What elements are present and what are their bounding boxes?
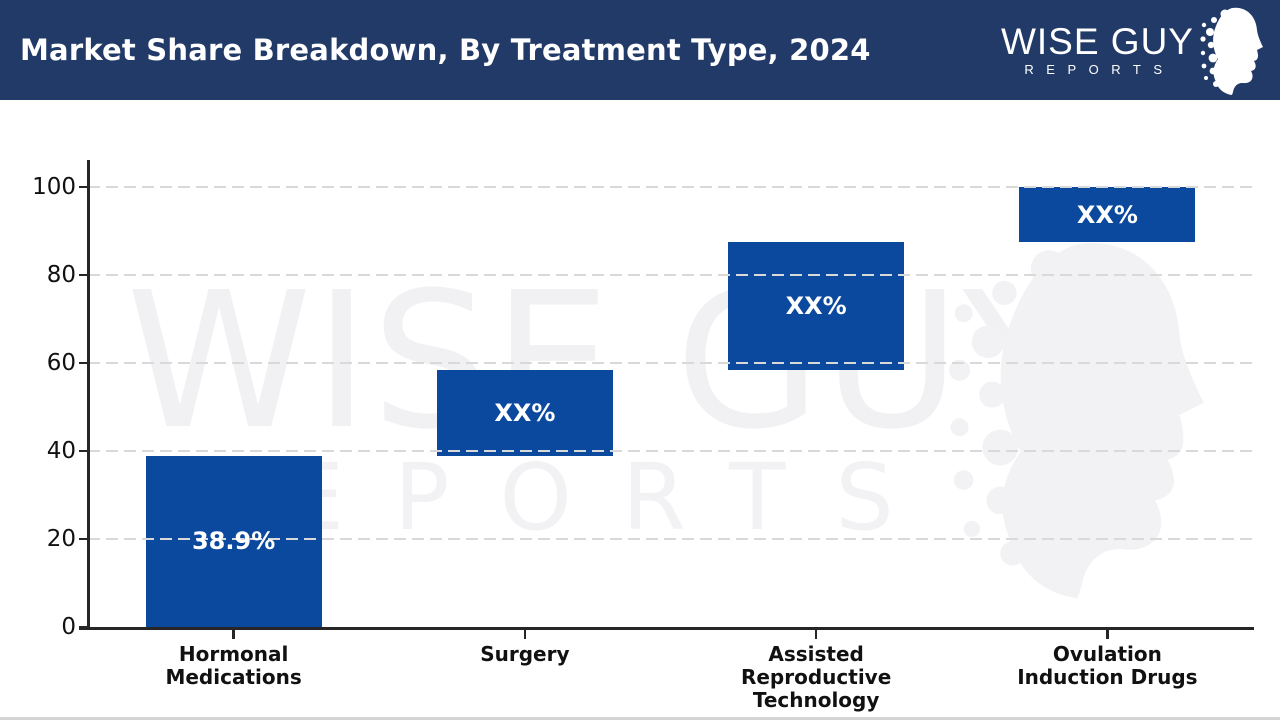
y-tick-label: 0 [61, 614, 76, 640]
brand-logo: WISE GUY REPORTS [1001, 4, 1266, 96]
y-tick-mark [79, 185, 88, 189]
y-gridline [88, 274, 1253, 276]
bar-value-label: XX% [785, 292, 847, 321]
x-axis-spine [79, 627, 1254, 630]
y-gridline [88, 186, 1253, 188]
x-tick-mark [232, 629, 235, 639]
category-label-line: Technology [752, 688, 880, 712]
bar-value-label: 38.9% [191, 527, 276, 556]
category-label-line: Medications [165, 665, 302, 689]
y-tick-label: 60 [46, 350, 76, 376]
header-bar: Market Share Breakdown, By Treatment Typ… [0, 0, 1280, 100]
y-tick-mark [79, 273, 88, 277]
y-gridline [88, 362, 1253, 364]
x-tick-mark [523, 629, 527, 639]
category-label-line: Surgery [480, 642, 570, 666]
y-tick-mark [79, 449, 88, 453]
category-label: Hormonal Medications [94, 643, 374, 689]
x-tick-mark [814, 629, 818, 639]
category-label: Assisted Reproductive Technology [676, 643, 956, 712]
category-label-line: Assisted [768, 642, 864, 666]
bottom-border [0, 717, 1280, 720]
brand-wordmark: WISE GUY [1000, 20, 1194, 62]
y-tick-label: 100 [32, 174, 76, 200]
category-label-line: Hormonal [178, 642, 289, 666]
y-tick-mark [79, 361, 88, 365]
y-gridline [88, 538, 1253, 540]
y-axis-spine [87, 160, 90, 630]
category-label-line: Induction Drugs [1017, 665, 1198, 689]
y-tick-label: 20 [46, 526, 76, 552]
bar-value-label: XX% [494, 398, 556, 427]
y-tick-label: 40 [46, 438, 76, 464]
page-title: Market Share Breakdown, By Treatment Typ… [20, 33, 871, 67]
y-tick-label: 80 [46, 262, 76, 288]
category-label-line: Reproductive [740, 665, 892, 689]
bar-assisted-reproductive-technology [728, 242, 905, 371]
bar-surgery [436, 370, 613, 456]
watermark-head-icon [949, 243, 1204, 599]
y-tick-mark [79, 537, 88, 541]
category-label-line: Ovulation [1052, 642, 1162, 666]
brand-head-icon [1200, 7, 1263, 96]
brand-logo-text: WISE GUY REPORTS [1000, 20, 1194, 78]
bar-value-label: XX% [1076, 200, 1138, 229]
bar-hormonal-medications [145, 455, 322, 627]
y-gridline [88, 450, 1253, 452]
brand-subtext: REPORTS [1024, 62, 1175, 78]
bar-ovulation-induction-drugs [1019, 187, 1196, 242]
category-label: Surgery [385, 643, 665, 666]
category-label: Ovulation Induction Drugs [967, 643, 1247, 689]
x-tick-mark [1106, 629, 1109, 639]
